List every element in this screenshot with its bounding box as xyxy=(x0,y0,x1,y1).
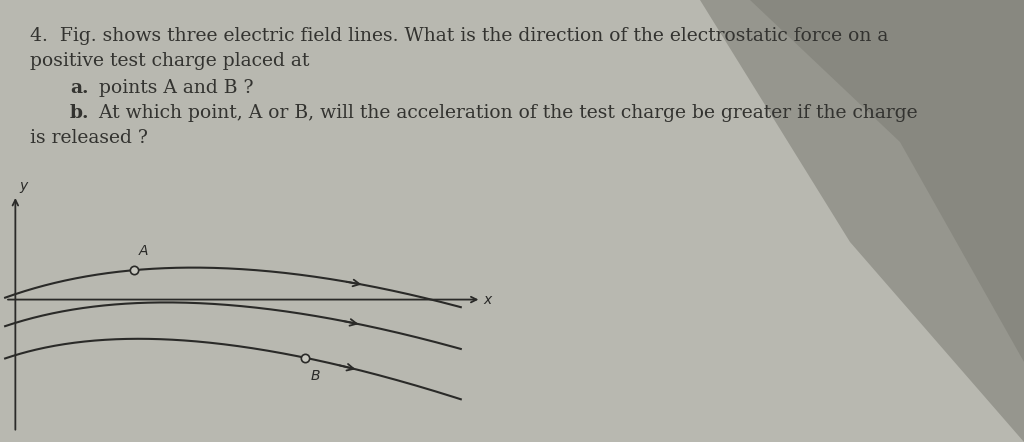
Text: positive test charge placed at: positive test charge placed at xyxy=(30,52,309,70)
Polygon shape xyxy=(600,0,1024,362)
Text: y: y xyxy=(19,179,28,193)
Text: At which point, A or B, will the acceleration of the test charge be greater if t: At which point, A or B, will the acceler… xyxy=(87,104,918,122)
Text: B: B xyxy=(310,369,319,383)
Text: x: x xyxy=(483,293,492,307)
Text: b.: b. xyxy=(70,104,89,122)
Polygon shape xyxy=(520,0,1024,442)
Text: is released ?: is released ? xyxy=(30,129,147,147)
Text: a.: a. xyxy=(70,79,88,97)
Text: A: A xyxy=(139,244,148,258)
Text: points A and B ?: points A and B ? xyxy=(87,79,254,97)
Text: 4.  Fig. shows three electric field lines. What is the direction of the electros: 4. Fig. shows three electric field lines… xyxy=(30,27,889,45)
